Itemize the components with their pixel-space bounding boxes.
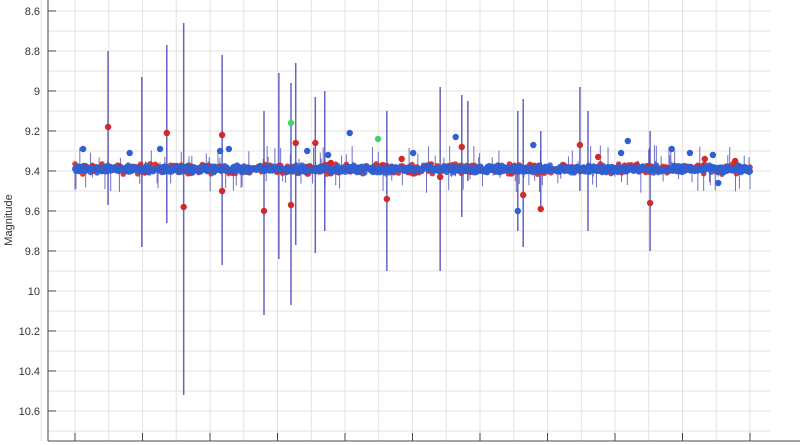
data-point-red <box>731 157 739 165</box>
y-ticks: 8.6 8.8 9 9.2 9.4 9.6 9.8 10 10.2 10.4 10.6 <box>19 6 56 418</box>
data-point-blue <box>79 145 87 153</box>
y-axis-label: Magnitude <box>3 194 15 245</box>
data-point-red <box>436 173 444 181</box>
data-point-red <box>327 159 335 167</box>
data-point-red <box>218 187 226 195</box>
data-point-red <box>646 199 654 207</box>
data-point-blue <box>409 149 417 157</box>
data-point-green <box>374 135 382 143</box>
baseline-point-blue <box>747 168 753 175</box>
baseline-point-red <box>373 161 380 167</box>
data-point-red <box>520 191 527 199</box>
y-tick-label: 8.6 <box>25 6 40 18</box>
data-point-red <box>458 143 465 151</box>
data-point-red <box>180 203 187 211</box>
data-point-red <box>701 155 708 163</box>
y-tick-label: 9.2 <box>25 126 40 138</box>
data-point-red <box>287 201 295 209</box>
data-point-red <box>383 195 391 203</box>
data-point-blue <box>709 151 717 159</box>
baseline-points <box>72 145 753 193</box>
y-tick-label: 9.6 <box>25 206 40 218</box>
data-point-blue <box>624 137 632 145</box>
data-point-red <box>260 207 268 215</box>
data-point-red <box>576 141 584 149</box>
data-point-red <box>312 139 319 147</box>
data-point-blue <box>686 149 694 157</box>
x-ticks <box>74 433 751 441</box>
data-point-blue <box>126 149 133 157</box>
data-point-blue <box>225 145 233 153</box>
data-point-red <box>292 139 299 147</box>
y-tick-label: 10.6 <box>19 406 40 418</box>
data-point-red <box>218 131 226 139</box>
data-point-blue <box>304 147 311 155</box>
grid <box>40 0 770 441</box>
y-tick-label: 9.8 <box>25 246 40 258</box>
data-point-blue <box>216 147 224 155</box>
data-point-red <box>163 129 170 137</box>
y-tick-label: 10 <box>28 286 40 298</box>
y-tick-label: 9.4 <box>25 166 40 178</box>
data-point-green <box>287 119 295 127</box>
data-point-blue <box>668 145 675 153</box>
y-tick-label: 10.4 <box>19 366 40 378</box>
y-tick-label: 9 <box>34 86 40 98</box>
axes <box>47 0 800 442</box>
y-tick-label: 8.8 <box>25 46 40 58</box>
data-point-blue <box>324 151 332 159</box>
y-tick-label: 10.2 <box>19 326 40 338</box>
data-point-blue <box>617 149 625 157</box>
outlier-points <box>79 119 739 215</box>
data-point-blue <box>530 141 537 149</box>
data-point-red <box>594 153 602 161</box>
data-point-blue <box>346 129 353 137</box>
data-point-red <box>398 155 405 163</box>
data-point-red <box>104 123 112 131</box>
data-point-blue <box>452 133 459 141</box>
data-point-blue <box>715 179 722 187</box>
data-point-blue <box>156 145 164 153</box>
data-point-red <box>537 205 544 213</box>
data-point-blue <box>514 207 521 215</box>
